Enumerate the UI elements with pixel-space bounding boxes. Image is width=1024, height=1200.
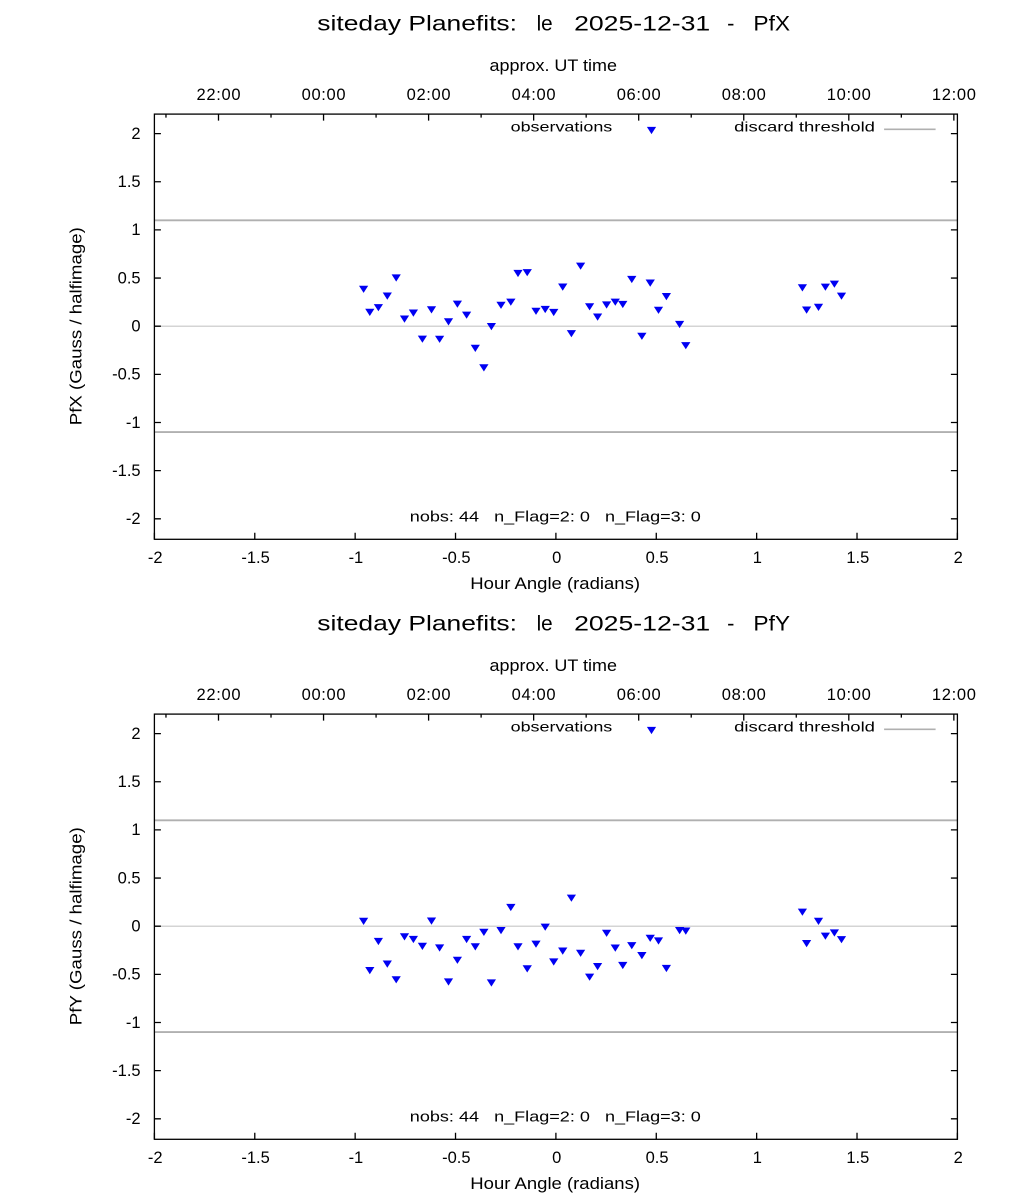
- svg-text:PfY (Gauss / halfimage): PfY (Gauss / halfimage): [68, 827, 86, 1025]
- svg-text:-1.5: -1.5: [241, 549, 269, 567]
- svg-text:le: le: [537, 13, 553, 36]
- svg-text:approx. UT time: approx. UT time: [490, 657, 618, 675]
- svg-text:00:00: 00:00: [302, 86, 346, 104]
- svg-text:-2: -2: [148, 1149, 163, 1167]
- svg-text:-: -: [727, 613, 734, 636]
- svg-text:12:00: 12:00: [932, 686, 976, 704]
- svg-text:1.5: 1.5: [846, 549, 869, 567]
- svg-text:-1: -1: [349, 549, 364, 567]
- svg-text:0: 0: [552, 549, 561, 567]
- svg-text:04:00: 04:00: [512, 86, 556, 104]
- svg-text:06:00: 06:00: [617, 686, 661, 704]
- svg-text:-1.5: -1.5: [112, 462, 140, 480]
- svg-text:22:00: 22:00: [197, 686, 241, 704]
- svg-text:-1.5: -1.5: [112, 1062, 140, 1080]
- svg-text:-0.5: -0.5: [442, 549, 470, 567]
- svg-text:2: 2: [131, 725, 140, 743]
- svg-text:nobs: 44 n_Flag=2: 0 n_Fla: nobs: 44 n_Flag=2: 0 n_Flag=3: 0: [410, 509, 701, 526]
- svg-text:discard threshold: discard threshold: [734, 118, 875, 134]
- svg-text:-1: -1: [126, 414, 141, 432]
- svg-text:-2: -2: [126, 1110, 141, 1128]
- svg-text:0.5: 0.5: [646, 1149, 669, 1167]
- svg-text:-1: -1: [126, 1014, 141, 1032]
- svg-text:1.5: 1.5: [118, 773, 141, 791]
- svg-text:Hour Angle (radians): Hour Angle (radians): [470, 1175, 640, 1193]
- svg-text:-1.5: -1.5: [241, 1149, 269, 1167]
- svg-text:-0.5: -0.5: [112, 966, 140, 984]
- svg-text:00:00: 00:00: [302, 686, 346, 704]
- svg-text:0.5: 0.5: [118, 869, 141, 887]
- svg-text:-2: -2: [148, 549, 163, 567]
- svg-text:0: 0: [131, 318, 140, 336]
- svg-text:1: 1: [753, 549, 762, 567]
- svg-text:02:00: 02:00: [407, 686, 451, 704]
- svg-text:-2: -2: [126, 510, 141, 528]
- svg-text:08:00: 08:00: [722, 686, 766, 704]
- svg-text:-0.5: -0.5: [112, 366, 140, 384]
- svg-text:PfX: PfX: [753, 13, 790, 36]
- svg-text:1: 1: [131, 221, 140, 239]
- svg-text:0: 0: [552, 1149, 561, 1167]
- svg-text:1: 1: [753, 1149, 762, 1167]
- svg-text:0.5: 0.5: [118, 269, 141, 287]
- svg-text:0.5: 0.5: [646, 549, 669, 567]
- svg-text:2: 2: [954, 549, 963, 567]
- svg-text:1: 1: [131, 821, 140, 839]
- svg-text:10:00: 10:00: [827, 86, 871, 104]
- svg-text:10:00: 10:00: [827, 686, 871, 704]
- svg-text:siteday Planefits:: siteday Planefits:: [317, 613, 517, 636]
- svg-text:discard threshold: discard threshold: [734, 718, 875, 734]
- svg-text:2025-12-31: 2025-12-31: [574, 13, 710, 36]
- svg-text:02:00: 02:00: [407, 86, 451, 104]
- svg-text:PfX (Gauss / halfimage): PfX (Gauss / halfimage): [68, 227, 86, 425]
- svg-text:Hour Angle (radians): Hour Angle (radians): [470, 575, 640, 593]
- svg-text:observations: observations: [511, 118, 613, 134]
- svg-text:2: 2: [131, 125, 140, 143]
- svg-text:12:00: 12:00: [932, 86, 976, 104]
- svg-text:nobs: 44 n_Flag=2: 0 n_Fla: nobs: 44 n_Flag=2: 0 n_Flag=3: 0: [410, 1109, 701, 1126]
- svg-text:1.5: 1.5: [118, 173, 141, 191]
- svg-text:approx. UT time: approx. UT time: [490, 57, 618, 75]
- svg-text:observations: observations: [511, 718, 613, 734]
- svg-text:08:00: 08:00: [722, 86, 766, 104]
- svg-text:siteday Planefits:: siteday Planefits:: [317, 13, 517, 36]
- svg-text:2: 2: [954, 1149, 963, 1167]
- svg-text:-1: -1: [349, 1149, 364, 1167]
- svg-text:le: le: [537, 613, 553, 636]
- svg-text:1.5: 1.5: [846, 1149, 869, 1167]
- svg-text:0: 0: [131, 918, 140, 936]
- svg-text:-0.5: -0.5: [442, 1149, 470, 1167]
- svg-text:-: -: [727, 13, 734, 36]
- svg-text:22:00: 22:00: [197, 86, 241, 104]
- svg-text:PfY: PfY: [753, 613, 790, 636]
- svg-text:04:00: 04:00: [512, 686, 556, 704]
- svg-text:06:00: 06:00: [617, 86, 661, 104]
- svg-text:2025-12-31: 2025-12-31: [574, 613, 710, 636]
